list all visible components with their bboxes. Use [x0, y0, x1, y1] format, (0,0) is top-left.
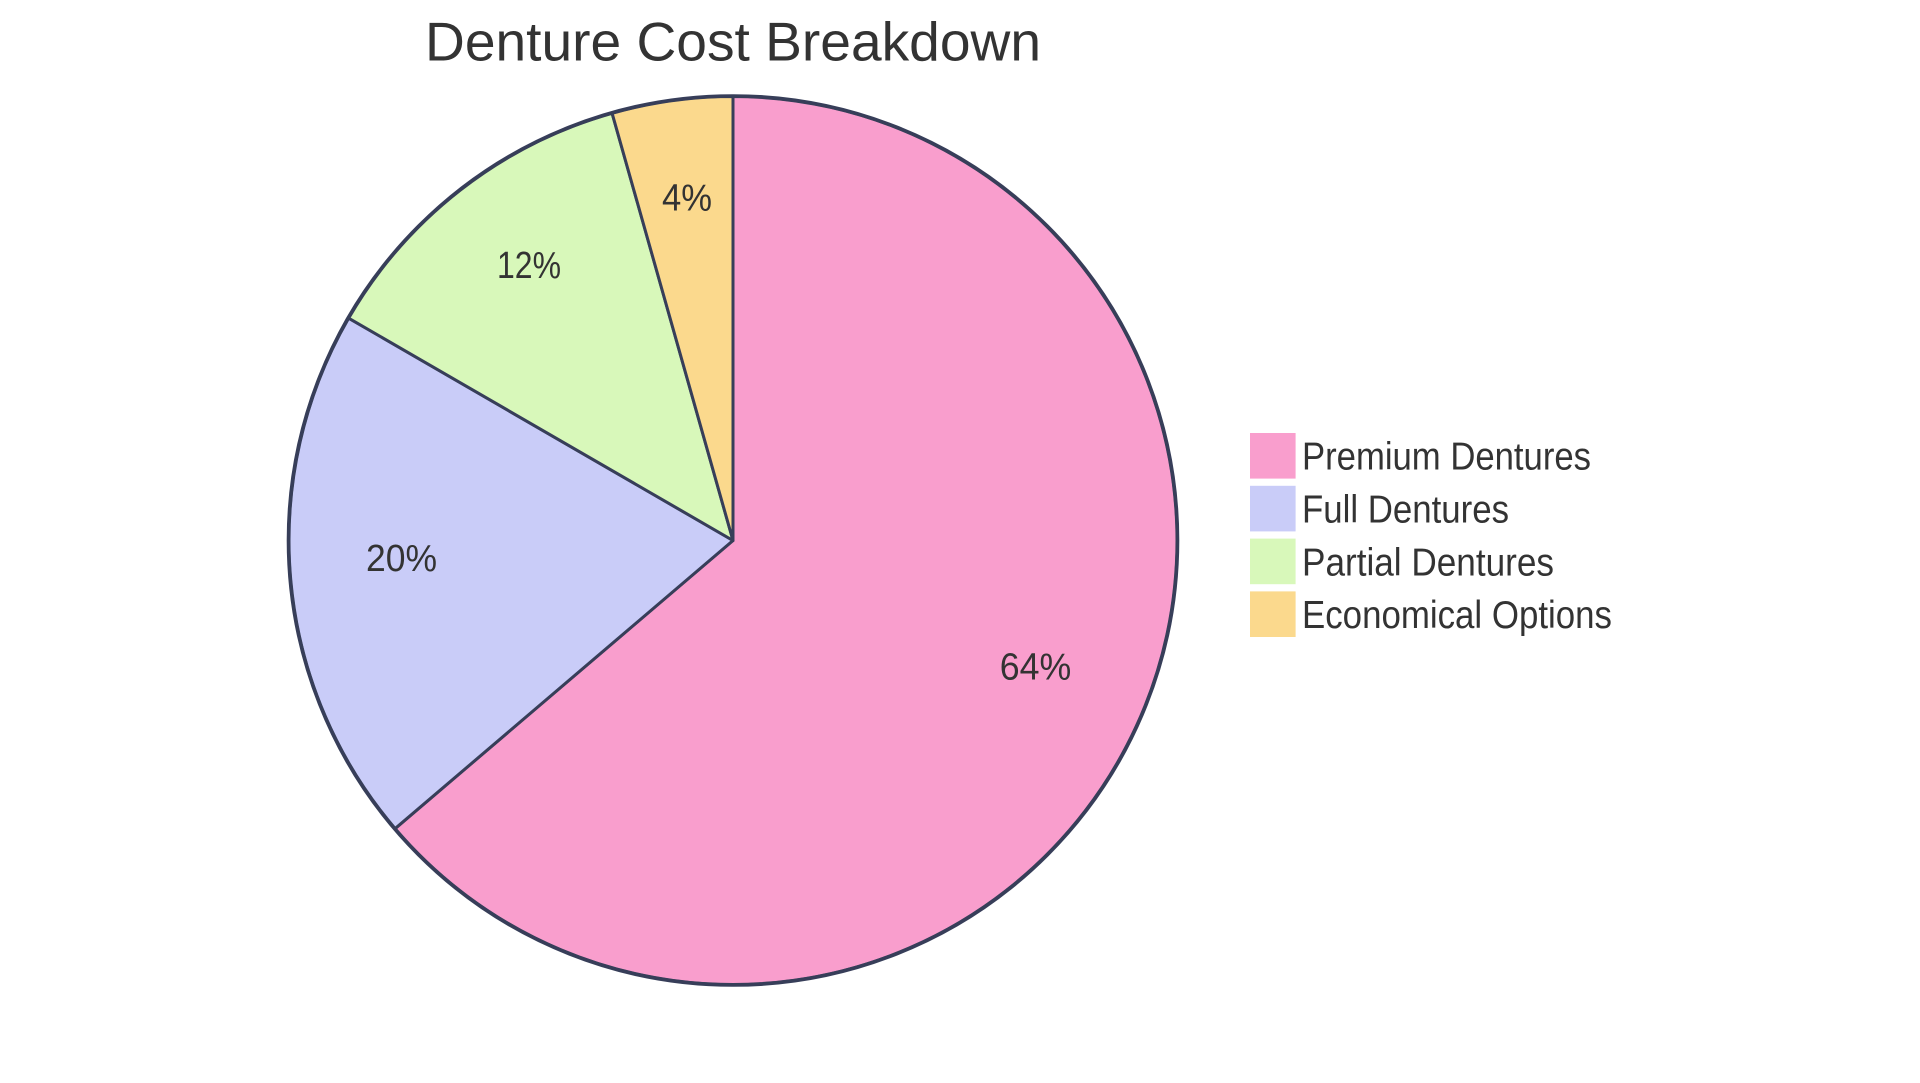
svg-text:20%: 20% [366, 538, 437, 580]
svg-text:12%: 12% [497, 245, 561, 287]
svg-text:Full Dentures: Full Dentures [1302, 489, 1509, 532]
svg-text:64%: 64% [1000, 647, 1072, 689]
svg-text:4%: 4% [662, 178, 712, 220]
svg-text:Partial Dentures: Partial Dentures [1302, 541, 1554, 584]
svg-text:Economical Options: Economical Options [1302, 594, 1612, 637]
svg-text:Premium Dentures: Premium Dentures [1302, 436, 1591, 479]
svg-text:Denture Cost Breakdown: Denture Cost Breakdown [425, 11, 1041, 73]
